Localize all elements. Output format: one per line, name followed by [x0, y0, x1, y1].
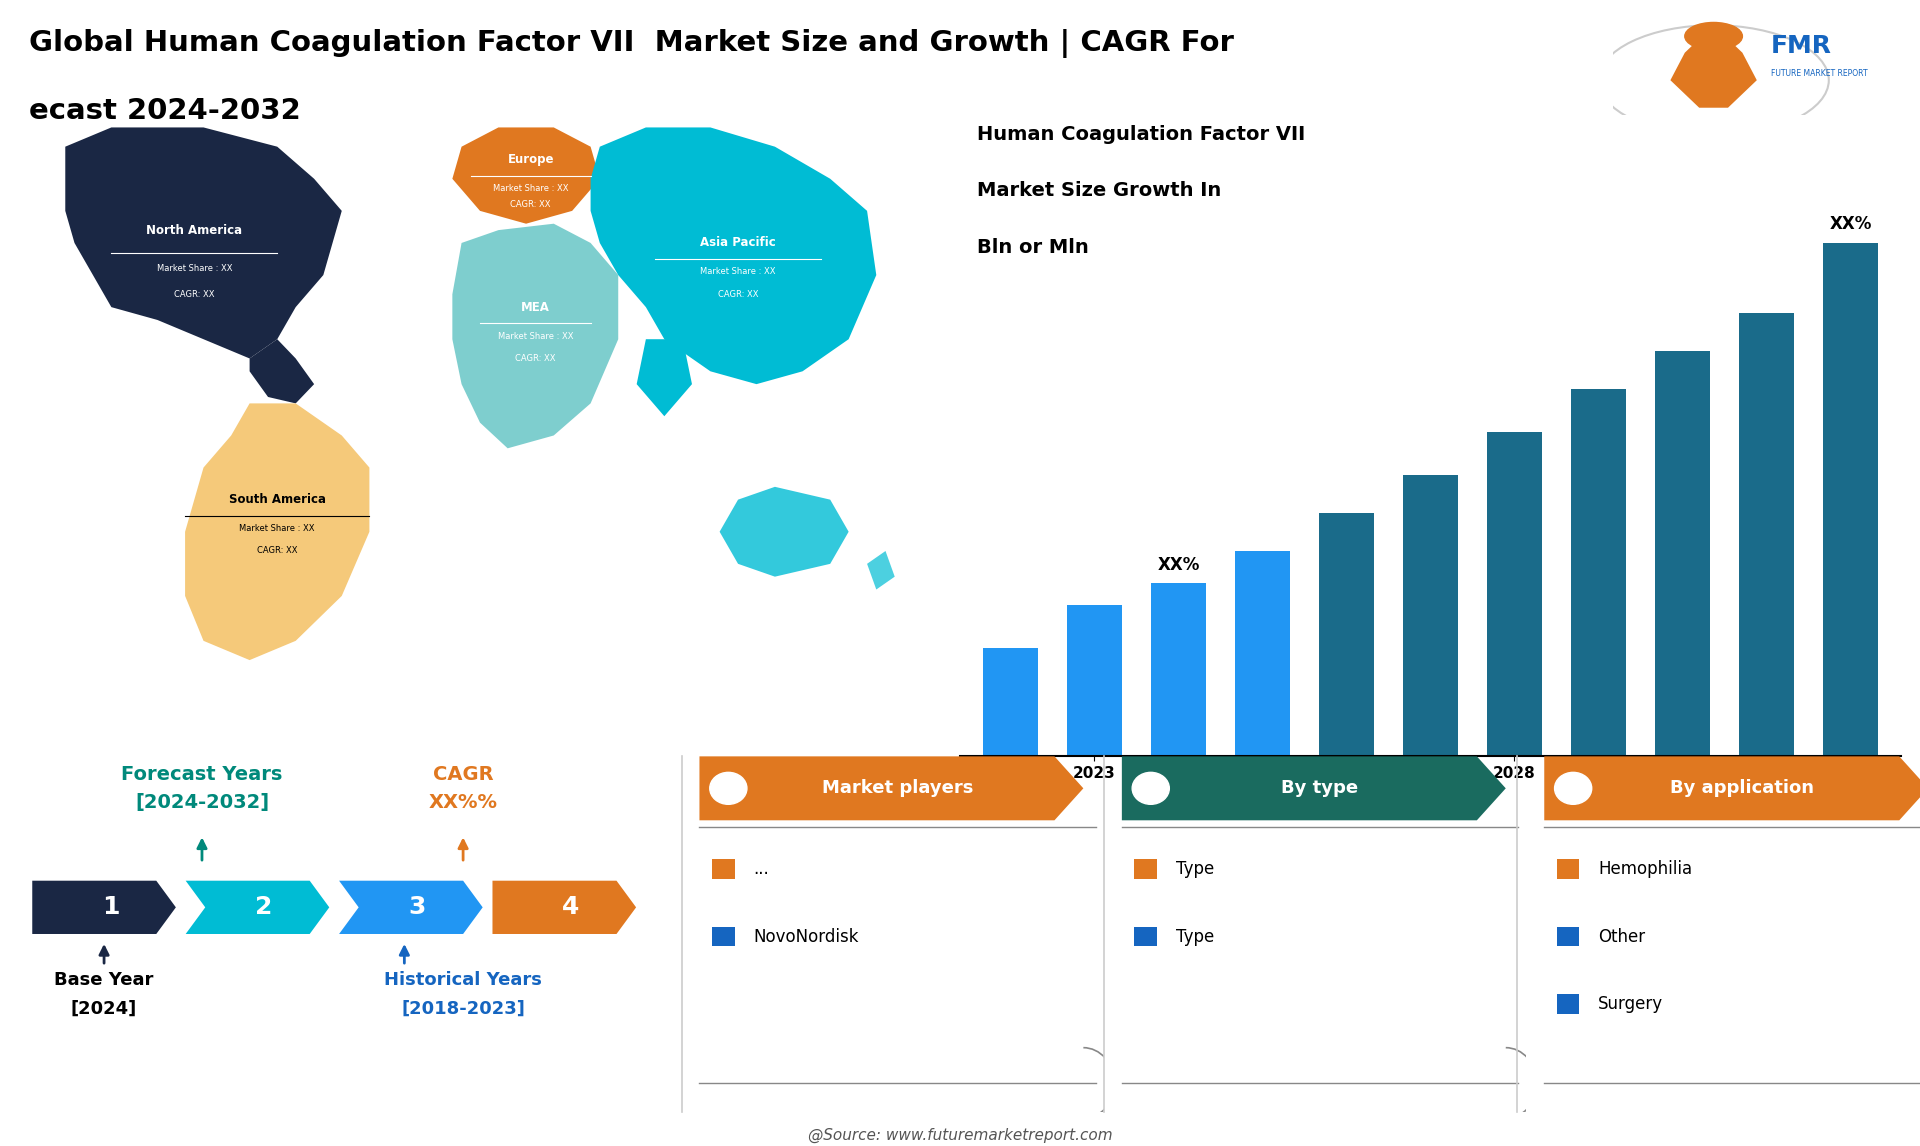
- Bar: [1152, 583, 1206, 756]
- Bar: [1319, 513, 1373, 756]
- Text: FMR: FMR: [1770, 34, 1832, 57]
- Bar: [1404, 476, 1457, 756]
- Text: By type: By type: [1281, 779, 1359, 798]
- Text: Asia Pacific: Asia Pacific: [701, 236, 776, 250]
- Text: XX%: XX%: [1158, 556, 1200, 574]
- Text: CAGR: CAGR: [432, 764, 493, 784]
- Text: [2024-2032]: [2024-2032]: [134, 793, 269, 813]
- Bar: [1235, 551, 1290, 756]
- Text: Bln or Mln: Bln or Mln: [977, 238, 1089, 257]
- FancyBboxPatch shape: [1557, 995, 1580, 1014]
- Text: Forecast Years: Forecast Years: [121, 764, 282, 784]
- Text: 3: 3: [409, 895, 426, 919]
- Text: By application: By application: [1670, 779, 1814, 798]
- FancyBboxPatch shape: [1135, 860, 1158, 879]
- Text: Market Size Growth In: Market Size Growth In: [977, 181, 1221, 201]
- Text: North America: North America: [146, 223, 242, 236]
- Polygon shape: [493, 880, 636, 934]
- Bar: [1655, 351, 1709, 756]
- Text: Market Share : XX: Market Share : XX: [701, 267, 776, 276]
- Polygon shape: [65, 127, 342, 359]
- Text: Market Share : XX: Market Share : XX: [493, 183, 568, 193]
- Text: XX%: XX%: [1830, 215, 1872, 234]
- Text: South America: South America: [228, 493, 326, 507]
- Polygon shape: [33, 880, 177, 934]
- Polygon shape: [453, 127, 599, 223]
- Circle shape: [1555, 772, 1592, 804]
- Polygon shape: [250, 339, 315, 403]
- Text: Base Year: Base Year: [54, 971, 154, 989]
- Polygon shape: [868, 551, 895, 589]
- Circle shape: [710, 772, 747, 804]
- Text: Hemophilia: Hemophilia: [1597, 861, 1692, 878]
- Text: 4: 4: [563, 895, 580, 919]
- Text: ...: ...: [753, 861, 768, 878]
- Polygon shape: [184, 403, 369, 660]
- Text: Type: Type: [1175, 861, 1213, 878]
- Text: Market Share : XX: Market Share : XX: [157, 264, 232, 273]
- Text: Global Human Coagulation Factor VII  Market Size and Growth | CAGR For: Global Human Coagulation Factor VII Mark…: [29, 29, 1235, 57]
- Bar: [1740, 313, 1793, 756]
- FancyBboxPatch shape: [1557, 927, 1580, 947]
- Bar: [1068, 605, 1121, 756]
- Text: [2024]: [2024]: [71, 999, 136, 1018]
- Text: Other: Other: [1597, 928, 1645, 945]
- FancyBboxPatch shape: [712, 927, 735, 947]
- Polygon shape: [637, 339, 691, 416]
- Polygon shape: [1544, 756, 1920, 821]
- Polygon shape: [340, 880, 482, 934]
- Bar: [1824, 243, 1878, 756]
- Bar: [1488, 432, 1542, 756]
- Bar: [1571, 388, 1626, 756]
- FancyBboxPatch shape: [1135, 927, 1158, 947]
- Text: CAGR: XX: CAGR: XX: [511, 199, 551, 209]
- Text: NovoNordisk: NovoNordisk: [753, 928, 858, 945]
- Text: CAGR: XX: CAGR: XX: [515, 354, 555, 363]
- Text: XX%%: XX%%: [428, 793, 497, 813]
- Text: Europe: Europe: [507, 154, 555, 166]
- Text: Market Share : XX: Market Share : XX: [240, 524, 315, 533]
- Text: Market players: Market players: [822, 779, 973, 798]
- Polygon shape: [699, 756, 1083, 821]
- Text: MEA: MEA: [520, 300, 549, 314]
- Polygon shape: [1670, 25, 1757, 108]
- Text: CAGR: XX: CAGR: XX: [175, 290, 215, 299]
- Text: Historical Years: Historical Years: [384, 971, 541, 989]
- Polygon shape: [453, 223, 618, 448]
- FancyBboxPatch shape: [712, 860, 735, 879]
- Polygon shape: [591, 127, 876, 384]
- Polygon shape: [720, 487, 849, 576]
- Text: [2018-2023]: [2018-2023]: [401, 999, 524, 1018]
- Text: FUTURE MARKET REPORT: FUTURE MARKET REPORT: [1770, 69, 1868, 78]
- Text: 2: 2: [255, 895, 273, 919]
- Polygon shape: [1121, 756, 1505, 821]
- Circle shape: [1133, 772, 1169, 804]
- Text: @Source: www.futuremarketreport.com: @Source: www.futuremarketreport.com: [808, 1129, 1112, 1144]
- Text: Type: Type: [1175, 928, 1213, 945]
- FancyBboxPatch shape: [1557, 860, 1580, 879]
- Text: CAGR: XX: CAGR: XX: [257, 547, 298, 556]
- Bar: [983, 649, 1037, 756]
- Text: ecast 2024-2032: ecast 2024-2032: [29, 97, 301, 125]
- Text: Human Coagulation Factor VII: Human Coagulation Factor VII: [977, 125, 1306, 144]
- Circle shape: [1686, 23, 1741, 50]
- Text: CAGR: XX: CAGR: XX: [718, 290, 758, 299]
- Text: Market Share : XX: Market Share : XX: [497, 331, 572, 340]
- Polygon shape: [186, 880, 330, 934]
- Text: 1: 1: [102, 895, 119, 919]
- Text: Surgery: Surgery: [1597, 996, 1663, 1013]
